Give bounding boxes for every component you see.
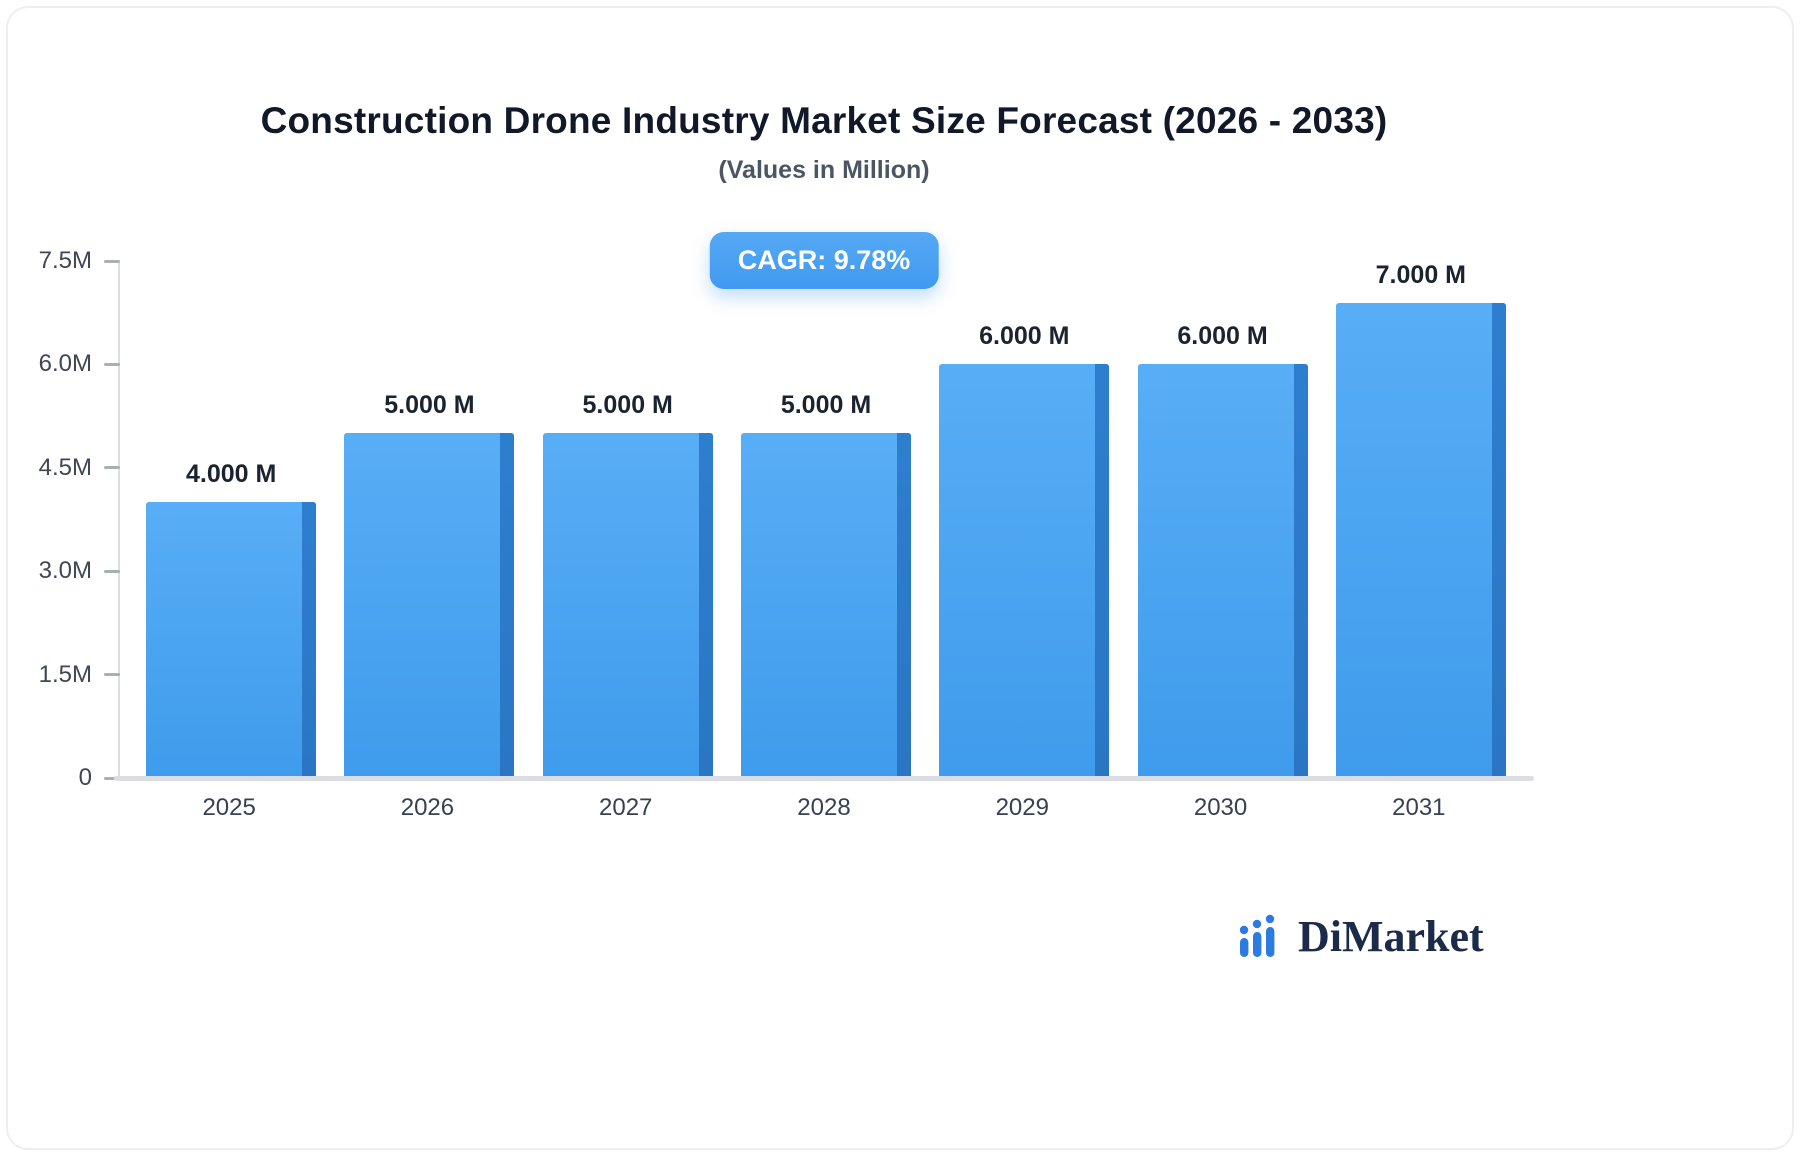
bar-value-label: 6.000 M (979, 322, 1070, 351)
x-axis-label-2027: 2027 (599, 794, 653, 821)
bar-value-label: 5.000 M (384, 391, 475, 420)
bar-2027 (542, 433, 713, 778)
y-axis-tick-label: 7.5M (38, 247, 92, 274)
y-axis-tick-dash (104, 466, 120, 470)
y-axis-tick-label: 1.5M (38, 660, 92, 688)
bar-value-label: 5.000 M (780, 391, 872, 420)
y-axis-tick-dash (104, 362, 120, 366)
chart-subtitle: (Values in Million) (718, 156, 930, 184)
x-axis-labels: 2025 2026 2027 2028 2029 2030 2031 (118, 794, 1530, 822)
bar-value-label: 6.000 M (1177, 322, 1268, 351)
plot-area: 4.000 M 5.000 M 5.000 M 5.000 M 6.000 M 6.000… (39, 247, 1532, 791)
bar-group-2031: 7.000 M (1335, 261, 1506, 778)
chart-title: Construction Drone Industry Market Size … (260, 100, 1388, 141)
bar-group-2030: 6.000 M (1137, 261, 1308, 778)
y-axis-tick-label: 0 (78, 764, 92, 791)
bars: 4.000 M 5.000 M 5.000 M 5.000 M 6.000 M 6.000… (120, 261, 1532, 778)
brand-name: DiMarket (1298, 912, 1484, 961)
y-axis-tick-label: 3.0M (38, 557, 92, 585)
y-axis-tick: 4.5M (20, 454, 120, 482)
bar-value-label: 5.000 M (582, 391, 673, 420)
y-axis-tick: 1.5M (20, 661, 120, 689)
x-axis-label-2031: 2031 (1392, 794, 1446, 821)
bar-group-2029: 6.000 M (939, 261, 1110, 778)
x-axis-line (114, 776, 1534, 781)
x-axis-label-2025: 2025 (202, 794, 256, 821)
cagr-badge: CAGR: 9.78% (709, 232, 939, 289)
x-axis-label-2028: 2028 (797, 794, 851, 821)
chart-card: Construction Drone Industry Market Size … (6, 6, 1794, 1150)
y-axis-tick-dash (104, 569, 120, 573)
y-axis-tick-dash (104, 673, 120, 677)
y-axis-tick: 7.5M (20, 247, 120, 275)
y-axis-tick: 6.0M (20, 350, 120, 378)
bar-value-label: 7.000 M (1375, 261, 1466, 289)
bar-2030 (1137, 364, 1308, 778)
bar-group-2027: 5.000 M (542, 261, 713, 778)
x-axis-label-2030: 2030 (1193, 794, 1248, 821)
x-axis-label-2029: 2029 (995, 794, 1049, 821)
bar-value-label: 4.000 M (185, 460, 277, 489)
y-axis-tick-label: 4.5M (38, 453, 92, 481)
bar-2028 (740, 433, 911, 778)
bar-2025 (146, 502, 317, 778)
bar-group-2026: 5.000 M (344, 261, 515, 778)
bar-group-2025: 4.000 M (146, 261, 317, 778)
bar-2029 (939, 364, 1110, 778)
y-axis-tick: 0 (20, 764, 120, 792)
y-axis-tick-dash (104, 259, 120, 263)
bar-2026 (344, 433, 515, 778)
y-axis-tick-label: 6.0M (38, 350, 92, 378)
brand-logo: DiMarket (1236, 911, 1484, 962)
y-axis-tick: 3.0M (20, 557, 120, 585)
bar-group-2028: 5.000 M (740, 261, 911, 778)
y-axis-tick-dash (104, 776, 120, 780)
bar-chart-logo-icon (1236, 913, 1284, 961)
x-axis-label-2026: 2026 (400, 794, 455, 821)
bar-2031 (1335, 303, 1506, 778)
